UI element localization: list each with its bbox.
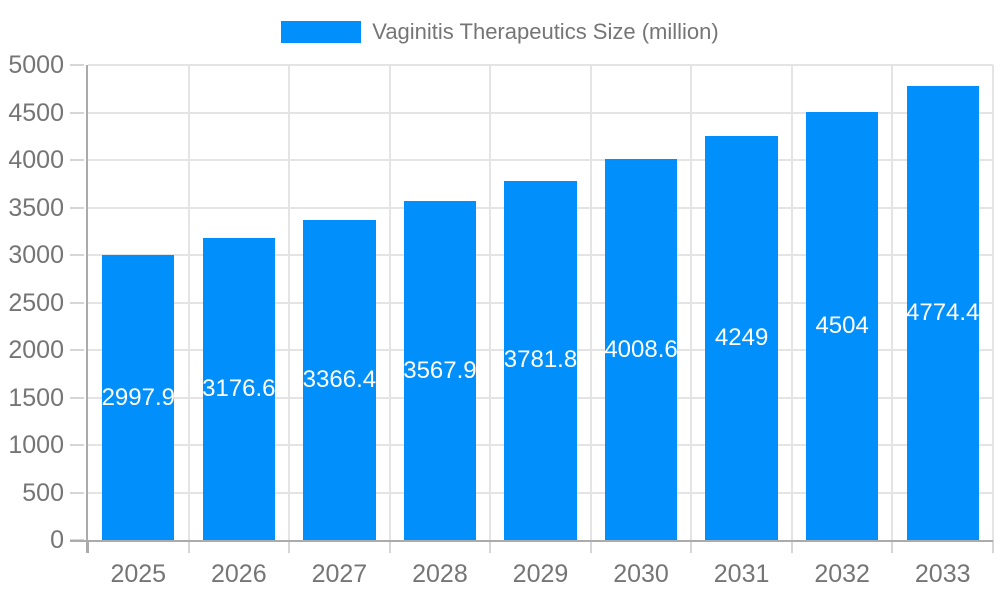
y-axis-tick — [70, 64, 84, 66]
y-axis-tick — [70, 254, 84, 256]
y-axis-tick — [70, 301, 84, 304]
v-gridline — [187, 65, 190, 540]
bar-value-label: 3176.6 — [202, 375, 276, 403]
bar-2026[interactable] — [202, 238, 276, 540]
x-tick-label: 2025 — [110, 560, 167, 588]
x-tick-label: 2030 — [613, 560, 669, 588]
bar-2027[interactable] — [303, 220, 376, 540]
y-tick-label: 4500 — [8, 98, 64, 127]
x-tick-label: 2032 — [814, 560, 870, 588]
bar-2028[interactable] — [403, 201, 477, 540]
bar-value-label: 4008.6 — [604, 335, 678, 363]
x-axis-tick — [589, 540, 592, 553]
x-axis-tick — [690, 540, 693, 553]
bar-2033[interactable] — [906, 86, 979, 540]
v-gridline — [589, 65, 592, 540]
v-gridline — [690, 65, 693, 540]
y-tick-label: 5000 — [8, 51, 64, 79]
y-tick-label: 2500 — [8, 288, 64, 317]
y-tick-label: 2000 — [8, 336, 64, 364]
bar-2032[interactable] — [805, 112, 879, 540]
y-tick-label: 1500 — [8, 383, 64, 412]
x-tick-label: 2028 — [412, 560, 468, 588]
x-axis-line — [70, 540, 993, 542]
y-axis-tick — [70, 111, 84, 114]
y-tick-label: 500 — [22, 478, 64, 507]
y-tick-label: 1000 — [8, 431, 64, 459]
y-axis-tick — [70, 206, 84, 209]
y-axis-tick — [70, 444, 84, 446]
y-tick-label: 3000 — [8, 241, 64, 269]
bar-value-label: 3366.4 — [302, 366, 377, 394]
x-axis-tick — [187, 540, 190, 553]
x-axis-tick — [992, 540, 994, 553]
bar-2030[interactable] — [604, 159, 678, 540]
bar-value-label: 4504 — [815, 312, 869, 340]
x-axis-tick — [388, 540, 391, 553]
bar-value-label: 3567.9 — [403, 356, 477, 384]
v-gridline — [992, 65, 994, 540]
x-axis-tick — [891, 540, 894, 553]
bar-value-label: 2997.9 — [101, 383, 175, 411]
v-gridline — [489, 65, 492, 540]
h-gridline — [88, 111, 993, 114]
bar-2031[interactable] — [705, 136, 778, 540]
legend-label: Vaginitis Therapeutics Size (million) — [372, 19, 719, 44]
x-axis-tick — [288, 540, 291, 553]
h-gridline — [88, 64, 993, 66]
y-axis-tick — [70, 349, 84, 351]
y-tick-label: 4000 — [8, 146, 64, 174]
v-gridline — [891, 65, 894, 540]
x-tick-label: 2027 — [311, 560, 368, 588]
v-gridline — [388, 65, 391, 540]
x-axis-tick — [790, 540, 793, 553]
y-axis-tick — [70, 396, 84, 399]
bar-2029[interactable] — [504, 180, 577, 540]
x-tick-label: 2033 — [914, 560, 971, 588]
x-axis-tick — [489, 540, 492, 553]
y-axis-line — [86, 65, 88, 553]
bar-2025[interactable] — [102, 255, 175, 540]
v-gridline — [790, 65, 793, 540]
x-axis-tick — [87, 540, 89, 553]
h-gridline — [88, 159, 993, 161]
x-tick-label: 2031 — [713, 560, 770, 588]
y-axis-tick — [70, 159, 84, 161]
bar-value-label: 3781.8 — [503, 346, 578, 374]
legend-swatch — [281, 21, 362, 43]
x-tick-label: 2029 — [512, 560, 569, 588]
y-tick-label: 0 — [50, 526, 64, 554]
v-gridline — [288, 65, 291, 540]
legend[interactable]: Vaginitis Therapeutics Size (million) — [0, 20, 1000, 44]
bar-value-label: 4774.4 — [906, 299, 980, 327]
bar-value-label: 4249 — [714, 324, 769, 352]
x-tick-label: 2026 — [211, 560, 267, 588]
y-axis-tick — [70, 491, 84, 494]
y-tick-label: 3500 — [8, 193, 64, 222]
